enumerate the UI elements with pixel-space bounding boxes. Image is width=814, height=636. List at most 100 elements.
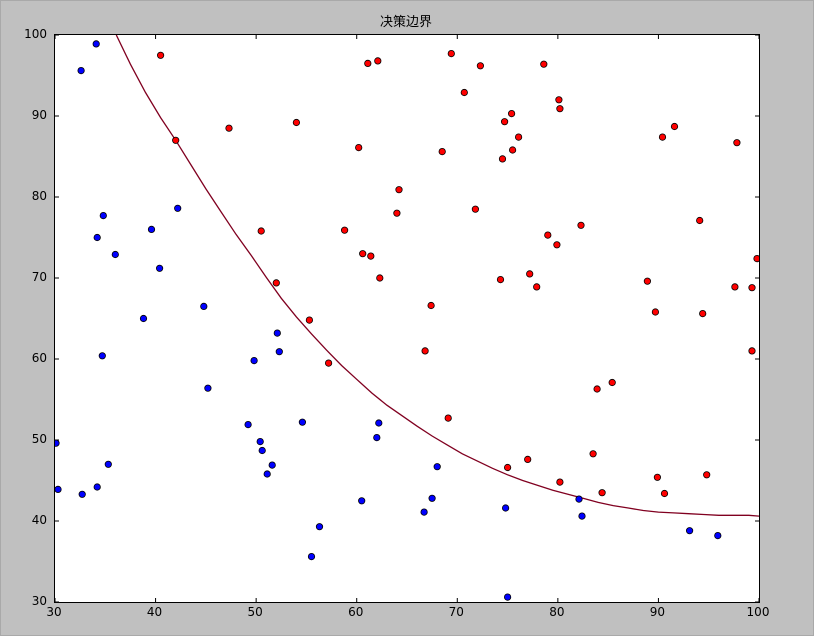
chart-title: 决策边界 <box>379 15 432 30</box>
data-point-class-negative-blue <box>111 250 119 259</box>
y-tick-label: 100 <box>24 27 47 41</box>
data-point-class-positive-red <box>753 255 759 263</box>
data-point-class-positive-red <box>540 60 548 68</box>
data-point-class-positive-red <box>272 279 280 287</box>
data-point-class-positive-red <box>589 450 597 458</box>
data-point-class-positive-red <box>660 489 669 498</box>
data-point-class-negative-blue <box>503 593 512 601</box>
data-point-class-negative-blue <box>298 418 306 426</box>
y-tick-label: 40 <box>31 513 47 527</box>
data-point-class-negative-blue <box>685 527 694 535</box>
data-point-class-negative-blue <box>358 497 366 505</box>
data-point-class-positive-red <box>476 62 484 70</box>
data-point-class-positive-red <box>444 414 452 422</box>
data-point-class-negative-blue <box>433 463 441 471</box>
y-tick-label: 50 <box>31 432 47 446</box>
data-point-class-positive-red <box>393 209 401 217</box>
data-point-class-negative-blue <box>98 352 106 360</box>
data-point-class-positive-red <box>598 489 606 497</box>
data-point-class-positive-red <box>376 274 384 282</box>
data-point-class-positive-red <box>608 378 616 387</box>
data-point-class-positive-red <box>643 277 652 285</box>
data-point-class-positive-red <box>556 478 564 486</box>
data-point-class-positive-red <box>367 252 375 260</box>
data-point-class-positive-red <box>670 122 679 131</box>
data-point-class-negative-blue <box>55 485 62 493</box>
data-point-class-negative-blue <box>55 439 60 447</box>
data-point-class-positive-red <box>438 148 446 156</box>
x-tick-label: 60 <box>348 605 364 619</box>
data-point-class-negative-blue <box>578 512 586 520</box>
data-point-class-positive-red <box>533 283 541 291</box>
x-tick-label: 40 <box>146 605 163 619</box>
data-point-class-negative-blue <box>273 329 281 337</box>
data-point-class-positive-red <box>544 231 552 239</box>
data-point-class-negative-blue <box>315 523 324 531</box>
data-point-class-negative-blue <box>420 508 428 516</box>
data-point-class-positive-red <box>305 316 313 324</box>
data-point-class-positive-red <box>526 270 534 278</box>
data-point-class-negative-blue <box>268 461 276 469</box>
data-point-class-negative-blue <box>256 437 264 446</box>
data-point-class-positive-red <box>507 110 516 118</box>
data-point-class-positive-red <box>421 347 429 355</box>
x-tick-label: 80 <box>549 605 565 619</box>
y-tick-label: 90 <box>31 108 47 122</box>
data-point-class-positive-red <box>355 144 363 152</box>
data-point-class-negative-blue <box>501 504 510 512</box>
data-point-class-negative-blue <box>174 204 182 212</box>
data-point-class-positive-red <box>731 283 739 291</box>
data-point-class-positive-red <box>460 88 468 97</box>
y-tick-label: 70 <box>31 270 47 284</box>
data-point-class-positive-red <box>658 133 667 141</box>
data-point-class-negative-blue <box>156 264 164 272</box>
data-point-class-positive-red <box>553 241 561 249</box>
plot-area <box>54 34 760 603</box>
data-point-class-positive-red <box>555 96 563 104</box>
data-point-class-positive-red <box>699 309 707 318</box>
data-point-class-negative-blue <box>147 225 156 233</box>
data-point-class-positive-red <box>696 216 704 225</box>
scatter-plot-canvas <box>55 35 759 602</box>
data-point-class-negative-blue <box>200 302 208 310</box>
data-point-class-positive-red <box>447 50 455 58</box>
data-point-class-negative-blue <box>139 314 148 323</box>
data-point-class-negative-blue <box>250 356 258 365</box>
data-point-class-positive-red <box>593 385 601 393</box>
data-point-class-negative-blue <box>373 433 381 442</box>
data-point-class-positive-red <box>427 301 435 310</box>
data-point-class-positive-red <box>500 118 509 126</box>
data-point-class-positive-red <box>748 284 756 292</box>
data-point-class-positive-red <box>225 124 233 132</box>
data-point-class-positive-red <box>508 146 517 154</box>
x-tick-label: 70 <box>448 605 464 619</box>
data-point-class-positive-red <box>556 105 564 113</box>
data-point-class-negative-blue <box>93 233 101 242</box>
data-point-class-positive-red <box>292 118 300 127</box>
data-point-class-positive-red <box>498 155 507 163</box>
data-point-class-negative-blue <box>714 531 722 540</box>
data-point-class-negative-blue <box>99 212 107 220</box>
data-point-class-negative-blue <box>244 420 252 429</box>
data-point-class-positive-red <box>577 221 585 229</box>
data-point-class-negative-blue <box>104 460 112 468</box>
data-point-class-positive-red <box>653 473 662 481</box>
data-point-class-negative-blue <box>78 490 86 498</box>
y-tick-label: 30 <box>31 594 47 608</box>
data-point-class-negative-blue <box>92 40 100 48</box>
data-point-class-positive-red <box>703 471 711 479</box>
data-point-class-positive-red <box>172 136 180 144</box>
data-point-class-positive-red <box>359 250 367 258</box>
data-point-class-positive-red <box>340 226 349 234</box>
data-point-class-negative-blue <box>204 384 212 392</box>
data-point-class-negative-blue <box>275 348 283 356</box>
data-point-class-negative-blue <box>263 470 271 478</box>
data-point-class-positive-red <box>257 227 265 235</box>
decision-boundary-curve <box>115 35 759 517</box>
data-point-class-negative-blue <box>307 552 316 561</box>
data-point-class-positive-red <box>471 205 479 213</box>
data-point-class-positive-red <box>651 308 660 316</box>
data-point-class-negative-blue <box>575 495 583 503</box>
x-tick-label: 100 <box>746 605 770 619</box>
